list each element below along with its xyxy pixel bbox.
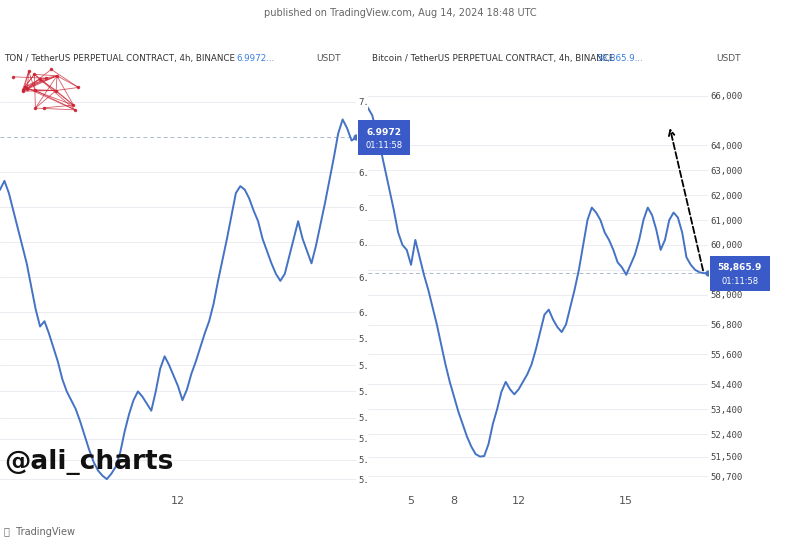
Text: USDT: USDT (316, 54, 341, 63)
Text: 6.9972...: 6.9972... (236, 54, 274, 63)
Text: Bitcoin / TetherUS PERPETUAL CONTRACT, 4h, BINANCE: Bitcoin / TetherUS PERPETUAL CONTRACT, 4… (372, 54, 620, 63)
Text: @ali_charts: @ali_charts (4, 449, 174, 475)
Text: published on TradingView.com, Aug 14, 2024 18:48 UTC: published on TradingView.com, Aug 14, 20… (264, 8, 536, 18)
Text: TON / TetherUS PERPETUAL CONTRACT, 4h, BINANCE: TON / TetherUS PERPETUAL CONTRACT, 4h, B… (4, 54, 241, 63)
Text: 01:11:58: 01:11:58 (721, 276, 758, 286)
Text: 58,865.9...: 58,865.9... (596, 54, 642, 63)
Text: ⧗  TradingView: ⧗ TradingView (4, 527, 75, 537)
Text: 58,865.9: 58,865.9 (718, 263, 762, 272)
Text: 01:11:58: 01:11:58 (365, 141, 402, 150)
Text: USDT: USDT (716, 54, 741, 63)
Text: 6.9972: 6.9972 (366, 127, 401, 137)
